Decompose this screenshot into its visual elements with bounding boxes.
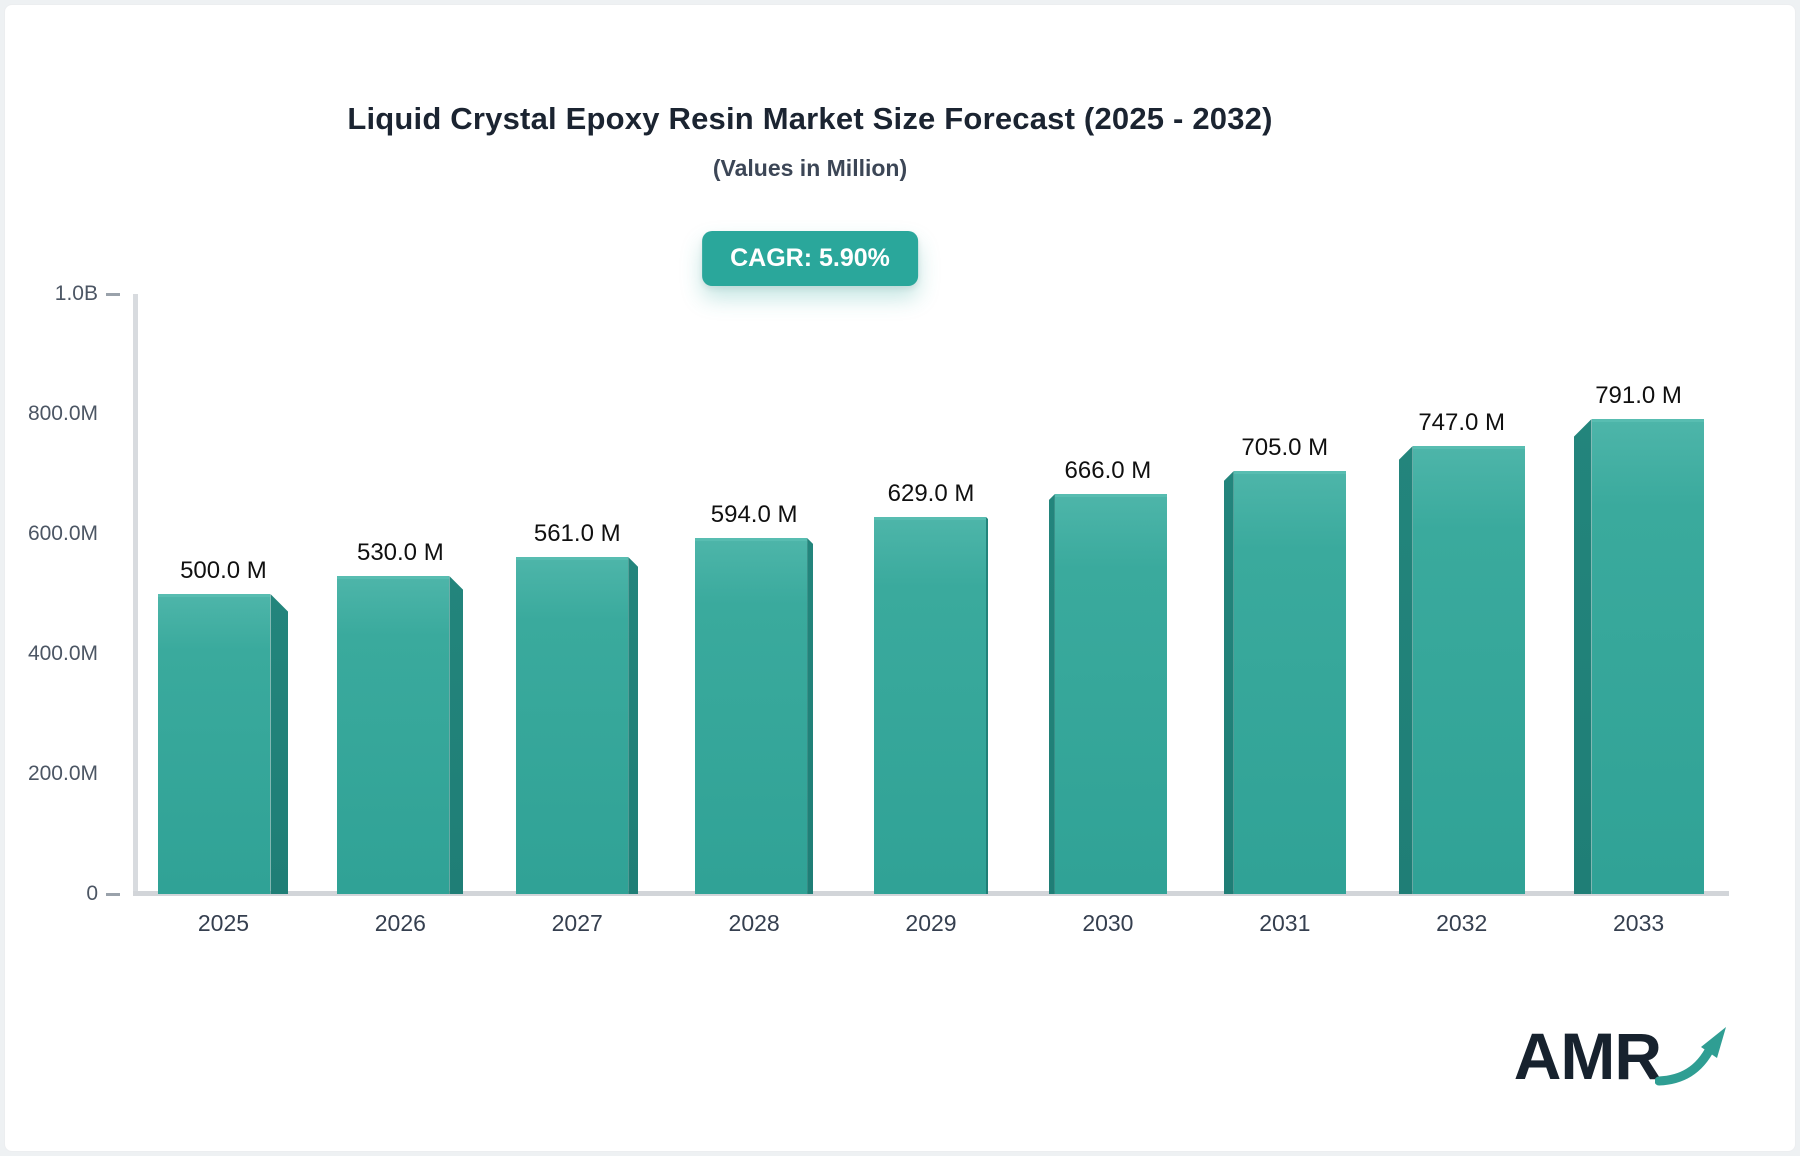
bar-2030[interactable] <box>1048 494 1167 894</box>
bar-face-2031[interactable] <box>1233 471 1346 894</box>
bar-side-shadow-2029 <box>986 517 988 894</box>
x-axis-label-2030: 2030 <box>1082 910 1134 936</box>
bar-face-2033[interactable] <box>1591 419 1704 894</box>
bar-face-2028[interactable] <box>695 538 808 894</box>
bar-2028[interactable] <box>695 538 814 894</box>
x-axis-label-2029: 2029 <box>905 910 957 936</box>
bar-side-shadow-2032 <box>1398 446 1413 894</box>
x-axis-label-2027: 2027 <box>551 910 603 936</box>
x-axis-label-2033: 2033 <box>1612 910 1665 936</box>
x-axis-labels: 2025 2026 2027 2028 2029 2030 2031 2032 2033 <box>135 910 1727 937</box>
bar-value-label-2025: 500.0 M <box>180 557 267 584</box>
bar-slot-2029: 629.0 M <box>843 294 1020 894</box>
bar-slot-2032: 747.0 M <box>1373 294 1550 894</box>
y-tick-label: 800.0M <box>27 402 98 425</box>
bar-face-2032[interactable] <box>1412 446 1525 894</box>
y-tick-mark <box>106 893 120 896</box>
bar-value-label-2033: 791.0 M <box>1595 382 1682 409</box>
bar-value-label-2029: 629.0 M <box>887 480 975 507</box>
bar-2026[interactable] <box>337 576 464 894</box>
bar-side-shadow-2026 <box>449 576 464 894</box>
bar-2033[interactable] <box>1573 419 1704 894</box>
bar-face-2027[interactable] <box>516 557 629 894</box>
amr-logo: AMR <box>1514 1023 1729 1089</box>
bar-side-shadow-2030 <box>1048 494 1055 894</box>
chart-card: Liquid Crystal Epoxy Resin Market Size F… <box>4 4 1796 1152</box>
x-axis-label-2025: 2025 <box>197 910 250 936</box>
x-axis-label-2032: 2032 <box>1436 910 1488 936</box>
amr-logo-text: AMR <box>1513 1019 1662 1093</box>
bar-slot-2033: 791.0 M <box>1550 294 1727 894</box>
bar-side-shadow-2027 <box>628 557 639 894</box>
bar-slot-2026: 530.0 M <box>312 294 489 894</box>
x-axis-label-2026: 2026 <box>374 910 426 936</box>
y-tick-label: 1.0B <box>54 282 98 305</box>
chart-title: Liquid Crystal Epoxy Resin Market Size F… <box>347 101 1273 136</box>
bar-face-2025[interactable] <box>158 594 271 894</box>
bar-value-label-2030: 666.0 M <box>1064 457 1152 484</box>
y-tick-label: 0 <box>86 882 98 905</box>
bar-side-shadow-2033 <box>1573 419 1592 894</box>
x-axis-label-2031: 2031 <box>1259 910 1311 936</box>
bar-face-2026[interactable] <box>337 576 450 894</box>
bar-value-label-2027: 561.0 M <box>533 520 621 547</box>
y-tick-mark <box>106 293 120 296</box>
y-tick-label: 200.0M <box>27 762 98 785</box>
bar-2029[interactable] <box>874 517 988 894</box>
chart-subtitle: (Values in Million) <box>712 155 908 181</box>
bar-slot-2031: 705.0 M <box>1196 294 1373 894</box>
bar-slot-2025: 500.0 M <box>135 294 312 894</box>
plot-area: 500.0 M 530.0 M 561.0 M 594.0 M 629.0 M 666.0… <box>135 294 1727 894</box>
bar-2025[interactable] <box>158 594 289 894</box>
growth-arrow-icon <box>1655 1027 1726 1086</box>
bar-side-shadow-2028 <box>807 538 814 894</box>
y-tick-label: 600.0M <box>27 522 98 545</box>
x-axis-label-2028: 2028 <box>728 910 780 936</box>
bar-face-2029[interactable] <box>874 517 986 894</box>
bar-2027[interactable] <box>516 557 639 894</box>
bar-value-label-2026: 530.0 M <box>356 539 444 566</box>
bar-slot-2028: 594.0 M <box>666 294 843 894</box>
bar-value-label-2028: 594.0 M <box>710 501 798 528</box>
y-axis-line <box>133 294 138 894</box>
bar-side-shadow-2025 <box>270 594 289 894</box>
bar-face-2030[interactable] <box>1054 494 1167 894</box>
bar-2032[interactable] <box>1398 446 1525 894</box>
bar-slot-2030: 666.0 M <box>1019 294 1196 894</box>
bar-2031[interactable] <box>1223 471 1346 894</box>
bar-value-label-2032: 747.0 M <box>1418 409 1506 436</box>
bar-slot-2027: 561.0 M <box>489 294 666 894</box>
bar-value-label-2031: 705.0 M <box>1241 434 1329 461</box>
cagr-badge: CAGR: 5.90% <box>702 231 918 286</box>
bar-side-shadow-2031 <box>1223 471 1234 894</box>
y-tick-label: 400.0M <box>27 642 98 665</box>
